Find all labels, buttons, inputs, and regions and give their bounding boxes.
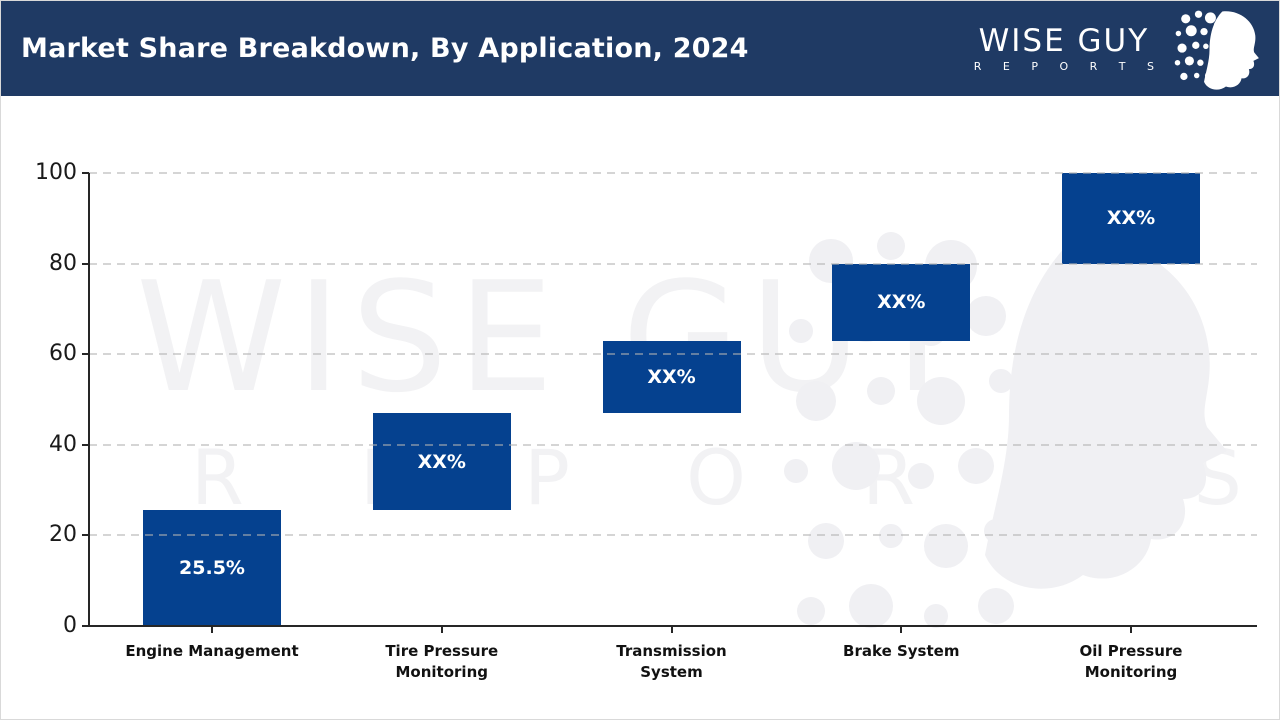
y-tick-label-80: 80 [49,250,77,276]
y-tick-20 [82,534,89,537]
x-tick-1 [211,626,213,633]
y-tick-80 [82,262,89,265]
gridline-40 [89,443,1257,446]
x-tick-3 [670,626,673,633]
bar-label-5: XX% [1106,207,1156,230]
x-tick-4 [900,626,903,633]
y-tick-label-40: 40 [49,431,77,457]
bar-5 [1062,173,1200,264]
bar-label-1: 25.5% [179,557,245,580]
x-category-line: System [640,663,703,681]
gridline-80 [89,262,1257,265]
x-tick-2 [440,626,443,633]
bar-label-3: XX% [647,365,696,388]
y-axis-line [88,173,90,627]
bar-4 [832,263,971,341]
x-category-line: Oil Pressure [1079,642,1183,660]
y-tick-0 [82,625,89,627]
x-category-line: Transmission [616,642,727,660]
y-tick-label-100: 100 [35,160,77,185]
bar-label-4: XX% [877,291,926,314]
y-tick-40 [82,443,89,446]
gridline-20 [89,534,1257,537]
wiseguy-logo: WISE GUY R E P O R T S [965,1,1261,96]
x-category-label-4: Brake System [786,641,1016,662]
x-category-line: Monitoring [1084,663,1178,681]
wiseguy-logo-subtitle: R E P O R T S [973,60,1163,73]
x-category-label-1: Engine Management [97,641,327,662]
bar-label-2: XX% [417,450,466,473]
bar-3 [602,340,741,414]
y-tick-label-0: 0 [63,613,77,638]
x-category-label-3: Transmission System [557,641,787,683]
y-tick-100 [82,172,89,174]
x-category-line: Brake System [843,642,960,660]
bar-1 [143,510,281,626]
x-tick-5 [1130,626,1132,633]
y-tick-60 [82,353,89,356]
x-category-line: Tire Pressure [385,642,499,660]
wiseguy-face-icon [1174,10,1259,90]
x-category-label-2: Tire Pressure Monitoring [327,641,557,683]
x-category-line: Monitoring [395,663,488,681]
wiseguy-logo-name: WISE GUY [978,23,1150,59]
y-tick-label-20: 20 [49,522,77,548]
wiseguy-logo-text: WISE GUY R E P O R T S [965,24,1163,73]
gridline-100 [89,172,1257,174]
chart-title: Market Share Breakdown, By Application, … [21,33,749,64]
x-category-label-5: Oil Pressure Monitoring [1016,641,1246,683]
gridline-60 [89,353,1257,356]
bar-2 [372,413,511,511]
y-tick-label-60: 60 [49,341,77,367]
x-category-line: Engine Management [125,642,299,660]
chart-header: Market Share Breakdown, By Application, … [1,1,1279,96]
x-axis-line [88,625,1257,627]
